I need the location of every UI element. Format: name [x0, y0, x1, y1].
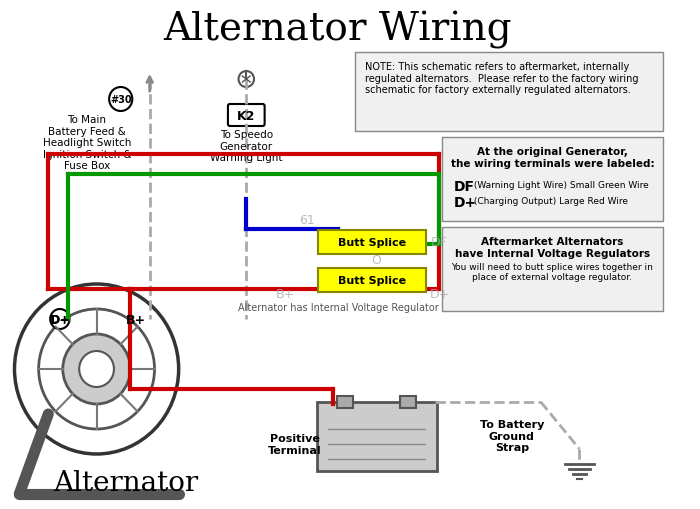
Text: D+: D+: [429, 288, 449, 301]
Text: To Speedo
Generator
Warning Light: To Speedo Generator Warning Light: [210, 130, 283, 163]
FancyBboxPatch shape: [442, 138, 664, 221]
FancyBboxPatch shape: [318, 268, 426, 293]
Text: At the original Generator,
the wiring terminals were labeled:: At the original Generator, the wiring te…: [451, 147, 654, 168]
Text: 61: 61: [299, 213, 315, 226]
FancyBboxPatch shape: [442, 228, 664, 312]
Text: You will need to butt splice wires together in
place of external voltage regulat: You will need to butt splice wires toget…: [452, 263, 653, 282]
Circle shape: [50, 309, 69, 329]
Text: B+: B+: [275, 288, 295, 301]
Circle shape: [15, 285, 178, 454]
Text: DF: DF: [431, 235, 448, 248]
Text: Alternator has Internal Voltage Regulator: Alternator has Internal Voltage Regulato…: [237, 302, 438, 313]
Text: B+: B+: [125, 313, 146, 326]
Text: NOTE: This schematic refers to aftermarket, internally
regulated alternators.  P: NOTE: This schematic refers to aftermark…: [365, 62, 638, 95]
Text: To Battery
Ground
Strap: To Battery Ground Strap: [480, 419, 544, 453]
Text: Butt Splice: Butt Splice: [338, 238, 406, 247]
Text: (Charging Output) Large Red Wire: (Charging Output) Large Red Wire: [471, 196, 629, 206]
Text: Alternator Wiring: Alternator Wiring: [164, 11, 512, 49]
Text: To Main
Battery Feed &
Headlight Switch
Ignition Switch &
Fuse Box: To Main Battery Feed & Headlight Switch …: [43, 115, 131, 171]
Text: D+: D+: [454, 195, 477, 210]
Circle shape: [79, 351, 114, 387]
Text: O: O: [372, 253, 382, 266]
Text: Aftermarket Alternators
have Internal Voltage Regulators: Aftermarket Alternators have Internal Vo…: [455, 237, 650, 258]
Text: D+: D+: [50, 315, 69, 324]
Text: (Warning Light Wire) Small Green Wire: (Warning Light Wire) Small Green Wire: [471, 181, 649, 190]
Text: K2: K2: [237, 109, 256, 122]
Text: Alternator: Alternator: [53, 469, 198, 496]
FancyBboxPatch shape: [228, 105, 265, 127]
FancyBboxPatch shape: [318, 231, 426, 254]
Text: DF: DF: [454, 180, 475, 193]
FancyBboxPatch shape: [317, 402, 437, 471]
FancyBboxPatch shape: [356, 53, 664, 132]
Text: Positive
Terminal: Positive Terminal: [268, 433, 321, 455]
Text: #30: #30: [110, 95, 132, 105]
Circle shape: [63, 334, 130, 404]
FancyBboxPatch shape: [400, 396, 416, 408]
Text: Butt Splice: Butt Splice: [338, 275, 406, 286]
Text: D+: D+: [50, 313, 70, 326]
FancyBboxPatch shape: [337, 396, 354, 408]
